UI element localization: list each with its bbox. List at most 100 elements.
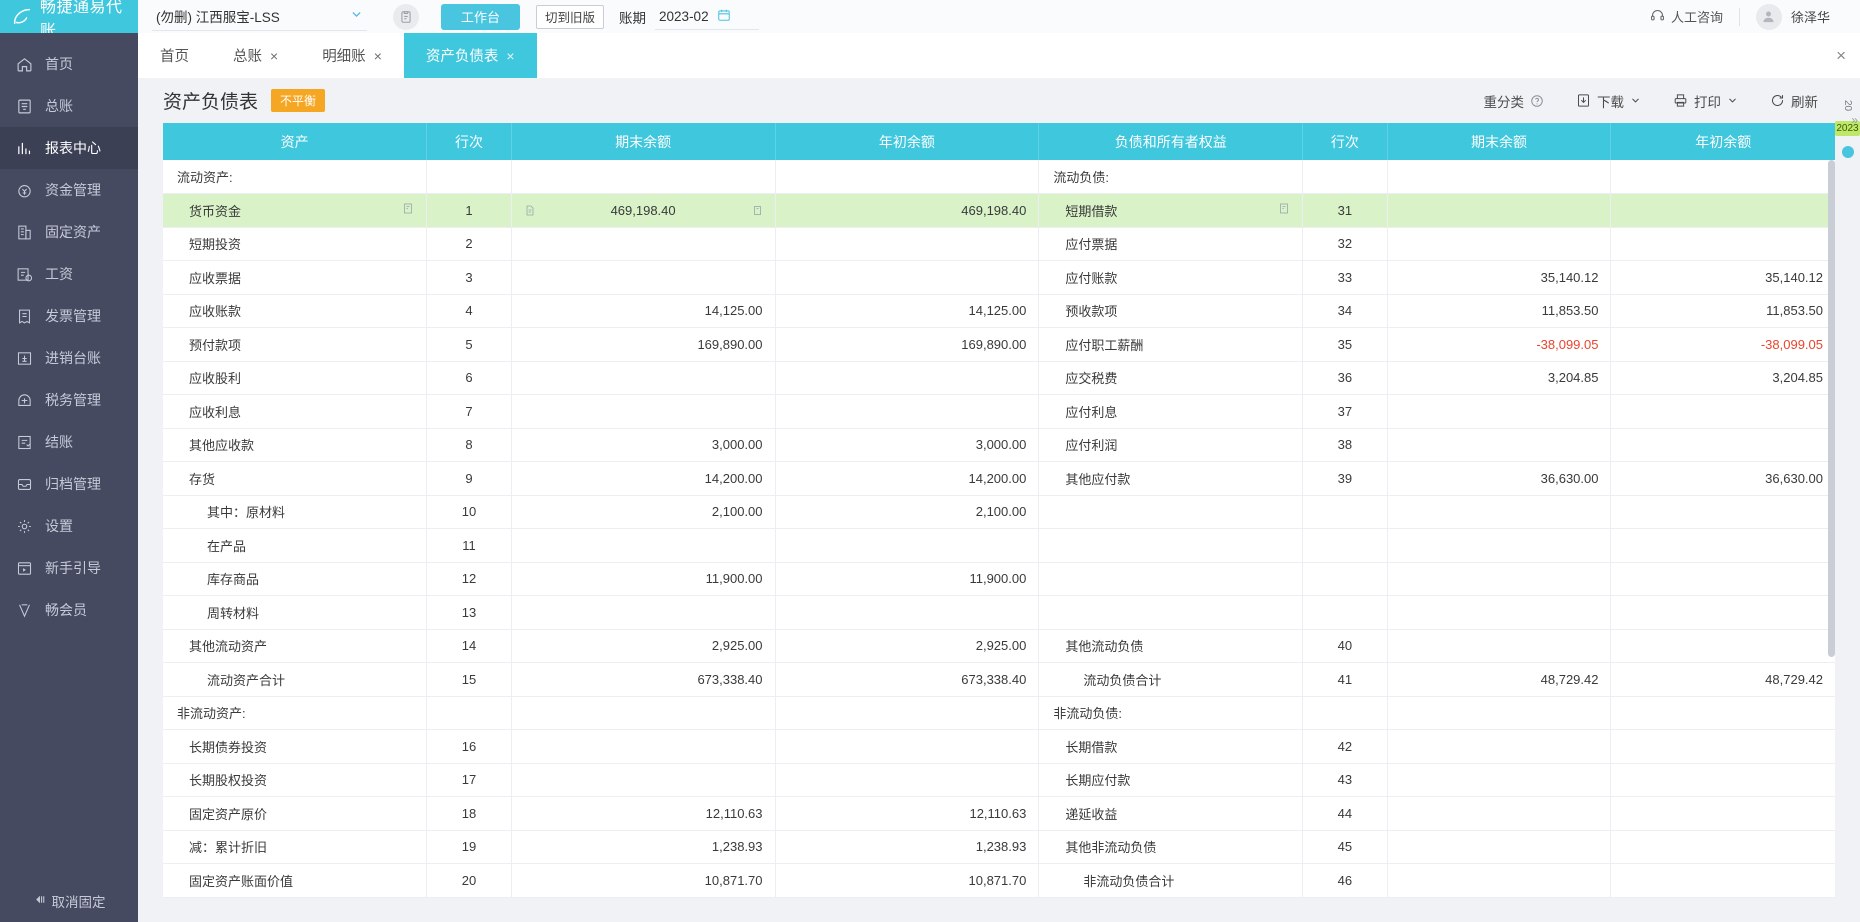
col-liabilities-equity[interactable]: 负债和所有者权益 [1038, 123, 1304, 160]
cell-liability-name[interactable] [1038, 562, 1304, 596]
cell-asset-begin-balance[interactable] [775, 729, 1040, 764]
consult-button[interactable]: 人工咨询 [1650, 7, 1723, 26]
cell-asset-begin-balance[interactable] [775, 394, 1040, 429]
cell-liability-begin-balance[interactable] [1610, 160, 1835, 194]
sidebar-item-settings[interactable]: 设置 [0, 505, 138, 547]
table-row[interactable]: 其中：原材料 10 2,100.00 2,100.00 [163, 495, 1835, 529]
cell-liability-end-balance[interactable] [1387, 495, 1612, 529]
cell-liability-end-balance[interactable]: 35,140.12 [1387, 260, 1612, 295]
cell-liability-begin-balance[interactable] [1610, 227, 1835, 261]
cell-asset-end-balance[interactable]: 469,198.40 [511, 193, 776, 228]
cell-liability-end-balance[interactable] [1387, 193, 1612, 228]
cell-asset-name[interactable]: 预付款项 [163, 327, 428, 362]
table-row[interactable]: 在产品 11 [163, 528, 1835, 563]
cell-asset-name[interactable]: 固定资产原价 [163, 796, 428, 831]
cell-liability-name[interactable]: 非流动负债: [1038, 696, 1304, 730]
print-button[interactable]: 打印 [1657, 91, 1754, 111]
cell-asset-end-balance[interactable] [511, 394, 776, 429]
cell-asset-begin-balance[interactable]: 2,100.00 [775, 495, 1040, 529]
cell-asset-name[interactable]: 周转材料 [163, 595, 428, 630]
table-row[interactable]: 应收股利 6 应交税费 36 3,204.85 3,204.85 [163, 361, 1835, 395]
table-row[interactable]: 预付款项 5 169,890.00 169,890.00 应付职工薪酬 35 -38,099… [163, 327, 1835, 362]
cell-liability-begin-balance[interactable]: 3,204.85 [1610, 361, 1835, 395]
cell-asset-begin-balance[interactable] [775, 696, 1040, 730]
cell-liability-begin-balance[interactable] [1610, 796, 1835, 831]
table-row[interactable]: 应收账款 4 14,125.00 14,125.00 预收款项 34 11,853.50 11… [163, 294, 1835, 328]
cell-asset-begin-balance[interactable]: 14,200.00 [775, 461, 1040, 496]
question-circle-icon[interactable] [1530, 94, 1544, 108]
sidebar-item-tax-management[interactable]: 税务管理 [0, 379, 138, 421]
cell-liability-name[interactable]: 长期借款 [1038, 729, 1304, 764]
cell-liability-end-balance[interactable] [1387, 763, 1612, 797]
cell-liability-name[interactable]: 递延收益 [1038, 796, 1304, 831]
cell-asset-end-balance[interactable]: 11,900.00 [511, 562, 776, 596]
cell-asset-begin-balance[interactable] [775, 260, 1040, 295]
rail-year-pill[interactable]: 2023 [1835, 121, 1860, 137]
cell-liability-end-balance[interactable] [1387, 830, 1612, 864]
tab-detail-ledger[interactable]: 明细账 × [300, 33, 404, 78]
cell-asset-end-balance[interactable] [511, 227, 776, 261]
sidebar-item-home[interactable]: 首页 [0, 43, 138, 85]
table-row[interactable]: 固定资产原价 18 12,110.63 12,110.63 递延收益 44 [163, 796, 1835, 831]
cell-liability-begin-balance[interactable] [1610, 696, 1835, 730]
cell-liability-end-balance[interactable] [1387, 394, 1612, 429]
table-row[interactable]: 固定资产账面价值 20 10,871.70 10,871.70 非流动负债合计 46 [163, 863, 1835, 898]
cell-asset-end-balance[interactable] [511, 763, 776, 797]
cell-asset-end-balance[interactable] [511, 595, 776, 630]
voucher-icon[interactable] [524, 204, 536, 217]
cell-liability-end-balance[interactable]: -38,099.05 [1387, 327, 1612, 362]
cell-asset-name[interactable]: 库存商品 [163, 562, 428, 596]
sidebar-item-close-book[interactable]: 结账 [0, 421, 138, 463]
cell-liability-begin-balance[interactable] [1610, 495, 1835, 529]
cell-liability-begin-balance[interactable]: 11,853.50 [1610, 294, 1835, 328]
cell-liability-begin-balance[interactable] [1610, 562, 1835, 596]
clipboard-icon[interactable] [393, 3, 419, 30]
cell-asset-end-balance[interactable] [511, 260, 776, 295]
cell-asset-begin-balance[interactable]: 169,890.00 [775, 327, 1040, 362]
cell-asset-name[interactable]: 其中：原材料 [163, 495, 428, 529]
table-row[interactable]: 应收票据 3 应付账款 33 35,140.12 35,140.12 [163, 260, 1835, 295]
tab-balance-sheet[interactable]: 资产负债表 × [403, 33, 537, 78]
table-row[interactable]: 非流动资产: 非流动负债: [163, 696, 1835, 730]
cell-liability-name[interactable]: 应付票据 [1038, 227, 1304, 261]
cell-asset-end-balance[interactable]: 2,925.00 [511, 629, 776, 663]
cell-asset-end-balance[interactable] [511, 361, 776, 395]
cell-asset-begin-balance[interactable] [775, 227, 1040, 261]
cell-liability-end-balance[interactable] [1387, 595, 1612, 630]
cell-liability-begin-balance[interactable] [1610, 863, 1835, 898]
cell-liability-name[interactable] [1038, 495, 1304, 529]
cell-liability-end-balance[interactable] [1387, 729, 1612, 764]
reclassify-button[interactable]: 重分类 [1468, 91, 1561, 111]
sidebar-item-fund-management[interactable]: 资金管理 [0, 169, 138, 211]
cell-liability-end-balance[interactable] [1387, 160, 1612, 194]
formula-icon[interactable] [402, 202, 414, 218]
cell-asset-name[interactable]: 固定资产账面价值 [163, 863, 428, 898]
cell-liability-begin-balance[interactable]: 35,140.12 [1610, 260, 1835, 295]
cell-asset-end-balance[interactable]: 12,110.63 [511, 796, 776, 831]
cell-asset-name[interactable]: 短期投资 [163, 227, 428, 261]
cell-liability-name[interactable]: 其他应付款 [1038, 461, 1304, 496]
cell-liability-name[interactable]: 应付利息 [1038, 394, 1304, 429]
cell-liability-name[interactable]: 短期借款 [1038, 193, 1304, 228]
table-row[interactable]: 应收利息 7 应付利息 37 [163, 394, 1835, 429]
col-end-balance-right[interactable]: 期末余额 [1387, 123, 1612, 160]
scrollbar-thumb[interactable] [1828, 160, 1835, 657]
cell-asset-begin-balance[interactable]: 14,125.00 [775, 294, 1040, 328]
cell-liability-begin-balance[interactable]: 48,729.42 [1610, 662, 1835, 697]
cell-asset-name[interactable]: 在产品 [163, 528, 428, 563]
cell-asset-begin-balance[interactable]: 11,900.00 [775, 562, 1040, 596]
sidebar-item-report-center[interactable]: 报表中心 [0, 127, 138, 169]
cell-asset-end-balance[interactable]: 14,200.00 [511, 461, 776, 496]
table-row[interactable]: 长期债券投资 16 长期借款 42 [163, 729, 1835, 764]
close-icon[interactable]: × [270, 47, 279, 64]
cell-liability-name[interactable]: 其他非流动负债 [1038, 830, 1304, 864]
cell-liability-end-balance[interactable] [1387, 227, 1612, 261]
cell-asset-begin-balance[interactable] [775, 528, 1040, 563]
cell-asset-begin-balance[interactable] [775, 361, 1040, 395]
cell-liability-begin-balance[interactable] [1610, 595, 1835, 630]
cell-liability-name[interactable]: 其他流动负债 [1038, 629, 1304, 663]
collapse-sidebar-button[interactable]: 取消固定 [0, 880, 138, 922]
sidebar-item-stock-ledger[interactable]: 进销台账 [0, 337, 138, 379]
user-name[interactable]: 徐泽华 [1790, 10, 1830, 25]
table-row[interactable]: 流动资产合计 15 673,338.40 673,338.40 流动负债合计 41 48,7… [163, 662, 1835, 697]
